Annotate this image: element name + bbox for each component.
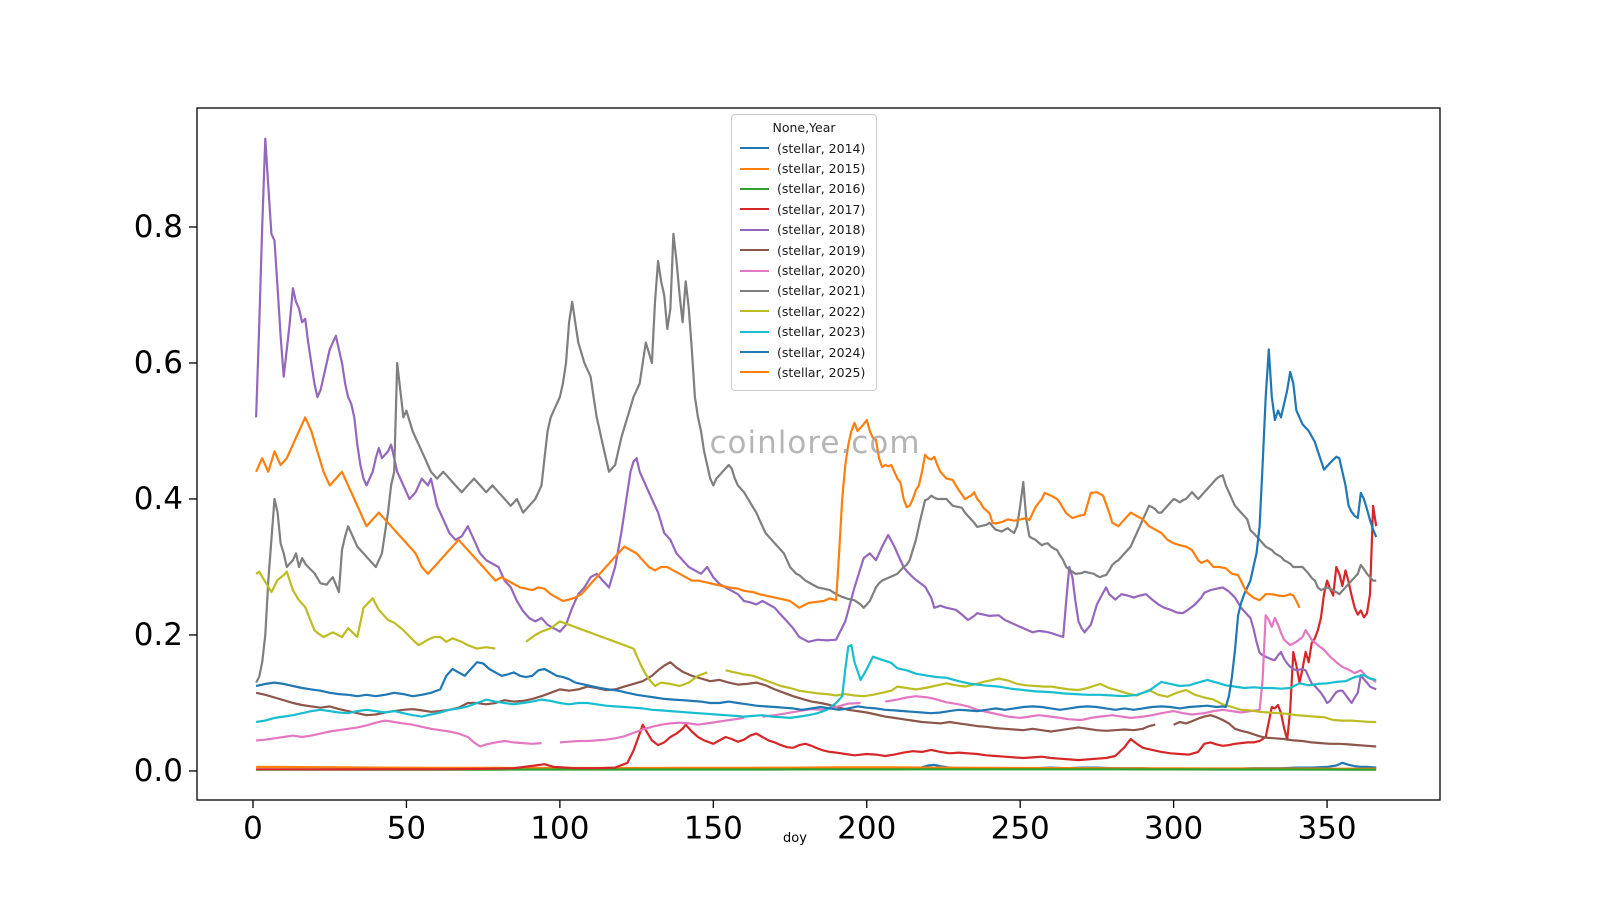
series-line-2025 [255, 416, 1301, 609]
legend-entry-2018: (stellar, 2018) [740, 220, 868, 240]
y-tick-label: 0.6 [134, 345, 183, 381]
legend-entry-2025: (stellar, 2025) [740, 362, 868, 382]
x-tick-label: 350 [1297, 810, 1356, 846]
legend-entry-label: (stellar, 2014) [777, 140, 866, 156]
legend-entry-label: (stellar, 2020) [777, 263, 866, 279]
series-line-2020 [256, 614, 1377, 748]
series-line-2018 [255, 137, 1377, 705]
legend-entry-label: (stellar, 2025) [777, 364, 866, 380]
legend-entry-2022: (stellar, 2022) [740, 301, 868, 321]
legend: None,Year (stellar, 2014) (stellar, 2015)… [731, 114, 877, 391]
legend-entry-label: (stellar, 2016) [777, 181, 866, 197]
y-tick-label: 0.0 [134, 753, 183, 789]
x-tick-label: 200 [837, 810, 896, 846]
legend-line-sample [740, 330, 769, 333]
legend-entry-label: (stellar, 2022) [777, 303, 866, 319]
legend-entry-label: (stellar, 2023) [777, 324, 866, 340]
legend-line-sample [740, 187, 769, 190]
legend-entry-label: (stellar, 2017) [777, 201, 866, 217]
x-tick-label: 0 [243, 810, 263, 846]
axes-frame [196, 107, 1441, 801]
watermark: coinlore.com [709, 425, 921, 461]
legend-line-sample [740, 269, 769, 272]
legend-entry-2024: (stellar, 2024) [740, 342, 868, 362]
legend-line-sample [740, 371, 769, 374]
x-tick-label: 150 [684, 810, 743, 846]
legend-line-sample [740, 208, 769, 211]
legend-entry-label: (stellar, 2019) [777, 242, 866, 258]
series-line-2023 [255, 644, 1377, 724]
legend-title: None,Year [772, 120, 836, 135]
legend-entry-2015: (stellar, 2015) [740, 158, 868, 178]
legend-entry-2019: (stellar, 2019) [740, 240, 868, 260]
legend-line-sample [740, 228, 769, 231]
series-line-2021 [255, 232, 1377, 684]
legend-line-sample [740, 351, 769, 354]
legend-entry-label: (stellar, 2018) [777, 222, 866, 238]
legend-line-sample [740, 167, 769, 170]
legend-entry-2023: (stellar, 2023) [740, 322, 868, 342]
legend-line-sample [740, 147, 769, 150]
x-tick-label: 300 [1144, 810, 1203, 846]
series-line-2019 [255, 661, 1377, 748]
series-line-2017 [256, 504, 1378, 771]
x-tick-label: 250 [991, 810, 1050, 846]
legend-entry-label: (stellar, 2015) [777, 161, 866, 177]
legend-entry-label: (stellar, 2021) [777, 283, 866, 299]
legend-entry-2016: (stellar, 2016) [740, 179, 868, 199]
series-line-2024 [255, 348, 1378, 715]
y-tick-label: 0.8 [134, 209, 183, 245]
series-line-2022 [255, 570, 1377, 724]
x-axis-label: doy [783, 831, 807, 846]
legend-entry-2017: (stellar, 2017) [740, 199, 868, 219]
legend-entry-2014: (stellar, 2014) [740, 138, 868, 158]
y-tick-label: 0.2 [134, 617, 183, 653]
y-tick-label: 0.4 [134, 481, 183, 517]
legend-line-sample [740, 289, 769, 292]
legend-entry-2021: (stellar, 2021) [740, 281, 868, 301]
series-group [255, 137, 1378, 771]
legend-entry-2020: (stellar, 2020) [740, 260, 868, 280]
legend-entry-label: (stellar, 2024) [777, 344, 866, 360]
legend-line-sample [740, 310, 769, 313]
x-tick-label: 100 [530, 810, 589, 846]
x-tick-label: 50 [387, 810, 426, 846]
legend-line-sample [740, 249, 769, 252]
